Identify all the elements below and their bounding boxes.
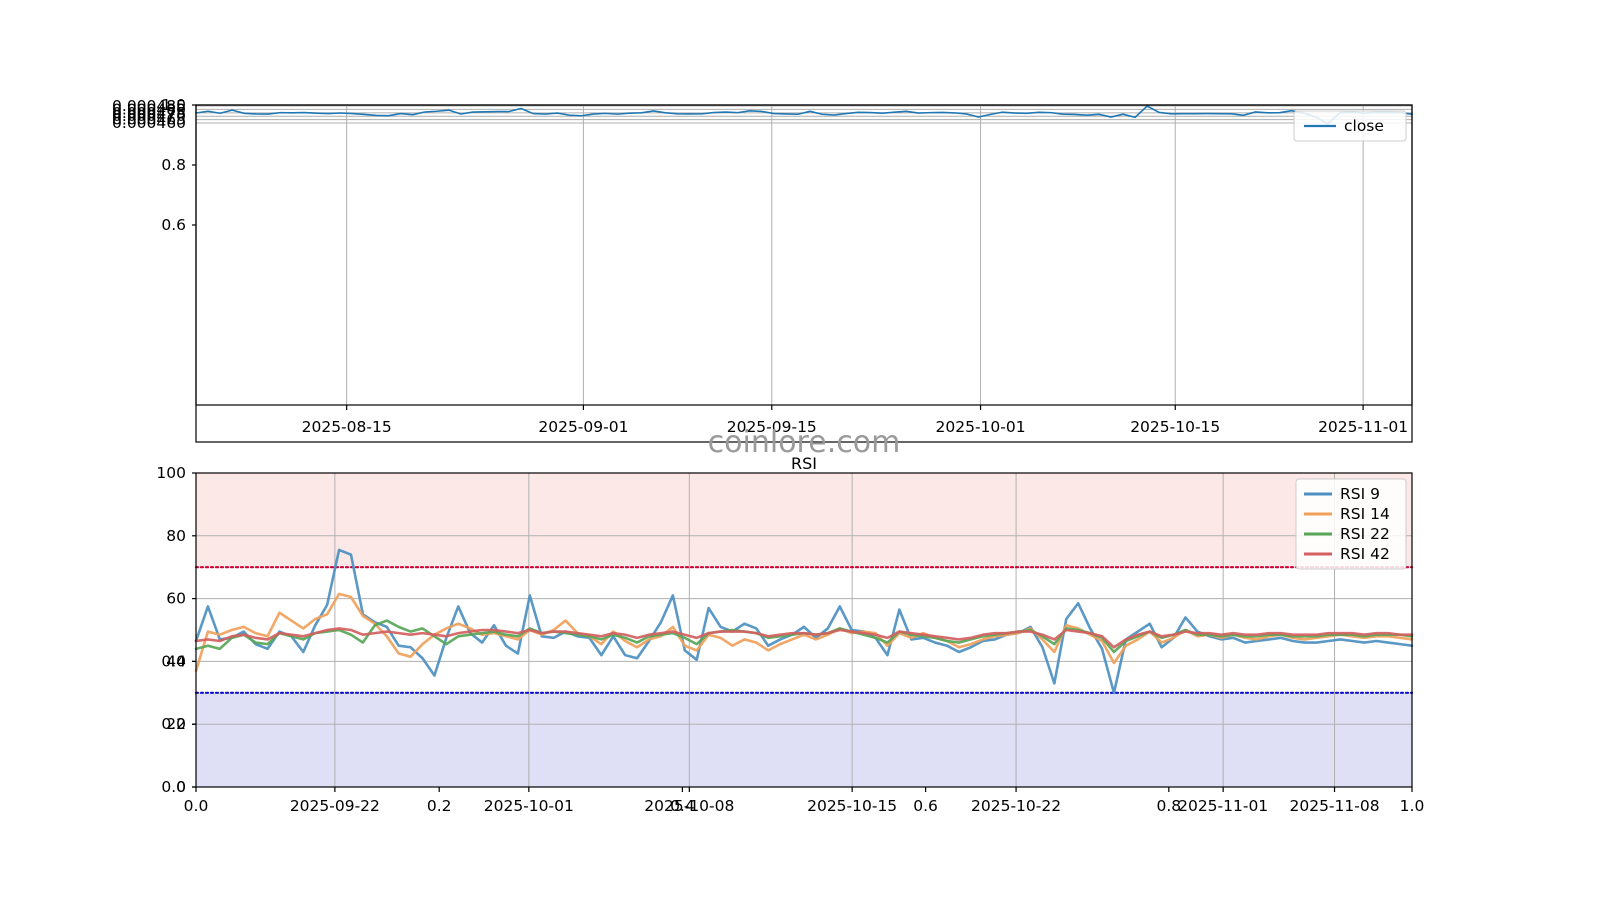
rsi-xtick-label-overlap: 0.2 xyxy=(427,797,452,815)
price-xtick-label: 2025-11-01 xyxy=(1318,418,1408,436)
price-legend-label-close: close xyxy=(1344,117,1384,135)
watermark: coinlore.com xyxy=(708,425,901,460)
rsi-ytick-label-overlap: 0.4 xyxy=(161,652,186,670)
rsi-xtick-label: 2025-10-01 xyxy=(484,797,574,815)
price-ytick-label: 0.000470 xyxy=(112,107,186,125)
rsi-ytick-label: 20 xyxy=(166,715,186,733)
rsi-xtick-label: 2025-10-22 xyxy=(971,797,1061,815)
rsi-ytick-label: 0 xyxy=(176,778,186,796)
rsi-xtick-label-overlap: 0.8 xyxy=(1156,797,1181,815)
price-ytick-label-overlap: 0.8 xyxy=(161,156,186,174)
rsi-xtick-label-overlap: 0.0 xyxy=(184,797,209,815)
price-axes-frame xyxy=(195,104,1413,406)
rsi-ytick-label: 100 xyxy=(156,464,186,482)
price-ytick-label: 0.000465 xyxy=(112,111,186,129)
rsi-xtick-label: 2025-11-08 xyxy=(1289,797,1379,815)
rsi-series-rsi-22 xyxy=(194,619,1414,654)
rsi-xtick-label: 2025-09-22 xyxy=(290,797,380,815)
price-ytick-label: 0.000475 xyxy=(112,104,186,122)
rsi-xtick-label-overlap: 0.4 xyxy=(670,797,695,815)
rsi-ytick-label-overlap: 0.2 xyxy=(161,715,186,733)
rsi-axes-frame xyxy=(195,472,1413,788)
price-xtick-label: 2025-09-15 xyxy=(727,418,817,436)
rsi-legend-label-rsi-22: RSI 22 xyxy=(1340,525,1390,543)
rsi-legend-label-rsi-9: RSI 9 xyxy=(1340,485,1380,503)
rsi-xtick-label: 2025-10-08 xyxy=(644,797,734,815)
price-outer-frame xyxy=(195,104,1413,443)
price-ytick-label: 0.000485 xyxy=(112,97,186,115)
price-ytick-label: 0.000480 xyxy=(112,100,186,118)
price-series-close xyxy=(195,105,1413,125)
price-ytick-label-overlap: 1.0 xyxy=(161,96,186,114)
rsi-xtick-label: 2025-11-01 xyxy=(1178,797,1268,815)
price-xtick-label: 2025-10-15 xyxy=(1130,418,1220,436)
rsi-legend-label-rsi-14: RSI 14 xyxy=(1340,505,1390,523)
price-ytick-label: 0.000460 xyxy=(112,114,186,132)
rsi-ytick-label-overlap: 0.0 xyxy=(161,778,186,796)
price-ytick-label-overlap: 0.6 xyxy=(161,216,186,234)
rsi-legend-label-rsi-42: RSI 42 xyxy=(1340,545,1390,563)
price-legend-box xyxy=(1293,110,1407,142)
price-xtick-label: 2025-08-15 xyxy=(302,418,392,436)
price-xtick-label: 2025-10-01 xyxy=(936,418,1026,436)
rsi-xtick-label-overlap: 0.6 xyxy=(913,797,938,815)
rsi-oversold-band xyxy=(196,692,1412,787)
rsi-series-rsi-42 xyxy=(194,627,1414,649)
rsi-panel-title: RSI xyxy=(791,454,817,473)
rsi-ytick-label: 60 xyxy=(166,590,186,608)
price-xtick-label: 2025-09-01 xyxy=(538,418,628,436)
rsi-ytick-label: 80 xyxy=(166,527,186,545)
rsi-legend-box xyxy=(1295,478,1407,570)
rsi-ytick-label: 40 xyxy=(166,652,186,670)
rsi-xtick-label: 2025-10-15 xyxy=(807,797,897,815)
rsi-overbought-band xyxy=(196,473,1412,568)
rsi-xtick-label-overlap: 1.0 xyxy=(1400,797,1425,815)
rsi-series-rsi-9 xyxy=(194,548,1414,695)
